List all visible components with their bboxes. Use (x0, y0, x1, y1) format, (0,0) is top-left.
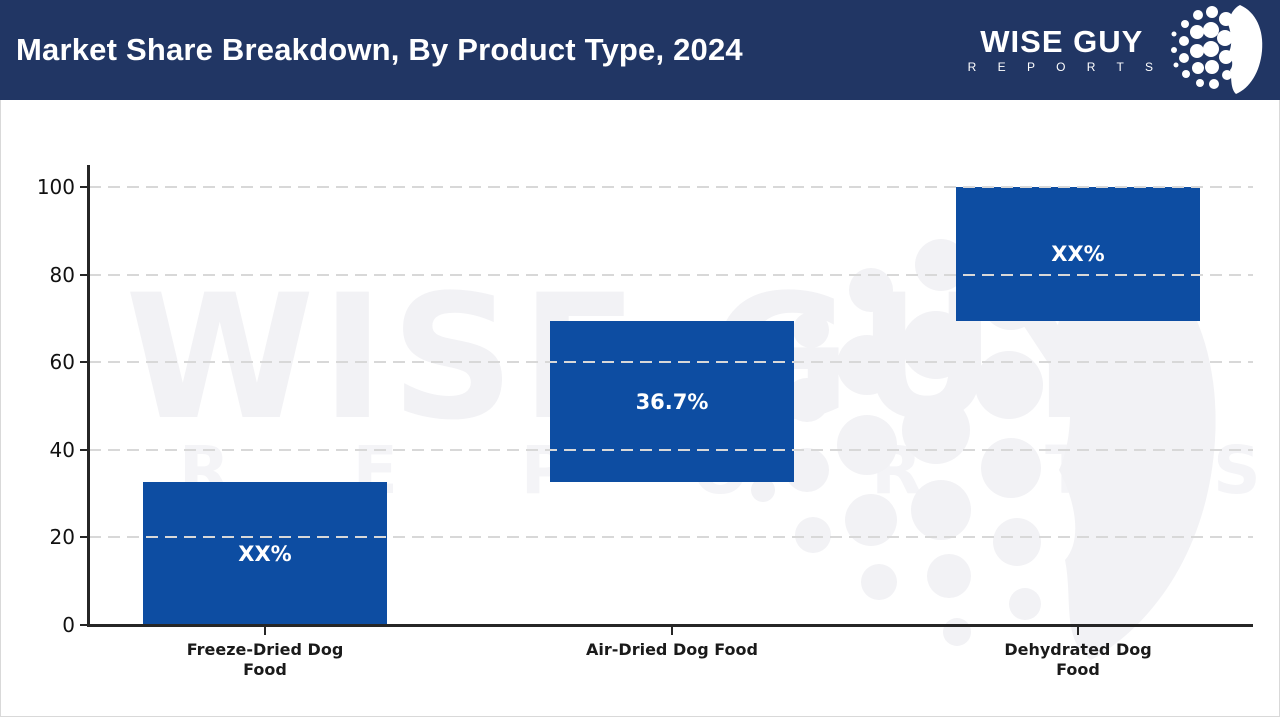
bar-segment (550, 321, 794, 483)
logo-face-icon (1171, 5, 1263, 94)
y-axis-tick-label: 100 (36, 175, 75, 199)
bar-segment (956, 187, 1200, 322)
gridline (89, 273, 1253, 276)
logo-wordmark: WISE GUY (980, 24, 1144, 59)
wiseguy-logo: WISE GUY R E P O R T S (962, 4, 1264, 96)
plot-area: XX% 36.7% XX% 0 20 40 60 80 100 Freeze-Dried Dog F… (1, 100, 1279, 716)
y-axis-tick-mark (80, 448, 88, 451)
x-axis-tick-mark (671, 627, 673, 635)
logo-subtext: R E P O R T S (967, 60, 1162, 74)
gridline (89, 186, 1253, 188)
category-label: Dehydrated Dog Food (1004, 640, 1152, 679)
page-title: Market Share Breakdown, By Product Type,… (16, 32, 743, 67)
category-label: Air-Dried Dog Food (586, 640, 758, 659)
y-axis-tick-label: 80 (49, 262, 75, 287)
y-axis-tick-mark (80, 536, 88, 539)
y-axis-line (87, 165, 90, 627)
y-axis-tick-label: 60 (49, 350, 75, 375)
x-axis-tick-mark (1077, 627, 1079, 635)
y-axis-tick-mark (80, 186, 88, 188)
gridline (89, 361, 1253, 364)
bar-value-label: XX% (238, 541, 292, 566)
y-axis-tick-mark (80, 273, 88, 276)
logo-text: WISE GUY R E P O R T S (962, 26, 1162, 74)
y-axis-tick-label: 40 (49, 437, 75, 462)
gridline (89, 536, 1253, 539)
y-axis-tick-label: 0 (62, 613, 75, 637)
gridline (89, 448, 1253, 451)
bar-segment (143, 482, 387, 625)
y-axis-tick-mark (80, 361, 88, 364)
category-label: Freeze-Dried Dog Food (186, 640, 344, 679)
watermark-face-icon (745, 230, 1216, 660)
x-axis-line (87, 624, 1253, 627)
chart-card: WISE GUY R E P O R T S XX%36.7%XX%020406… (0, 100, 1280, 717)
bar-value-label: XX% (1051, 242, 1105, 267)
header: Market Share Breakdown, By Product Type,… (0, 0, 1280, 100)
y-axis-tick-mark (80, 624, 88, 626)
bar-value-label: 36.7% (635, 389, 709, 414)
y-axis-tick-label: 20 (49, 525, 75, 550)
x-axis-tick-mark (264, 627, 266, 635)
